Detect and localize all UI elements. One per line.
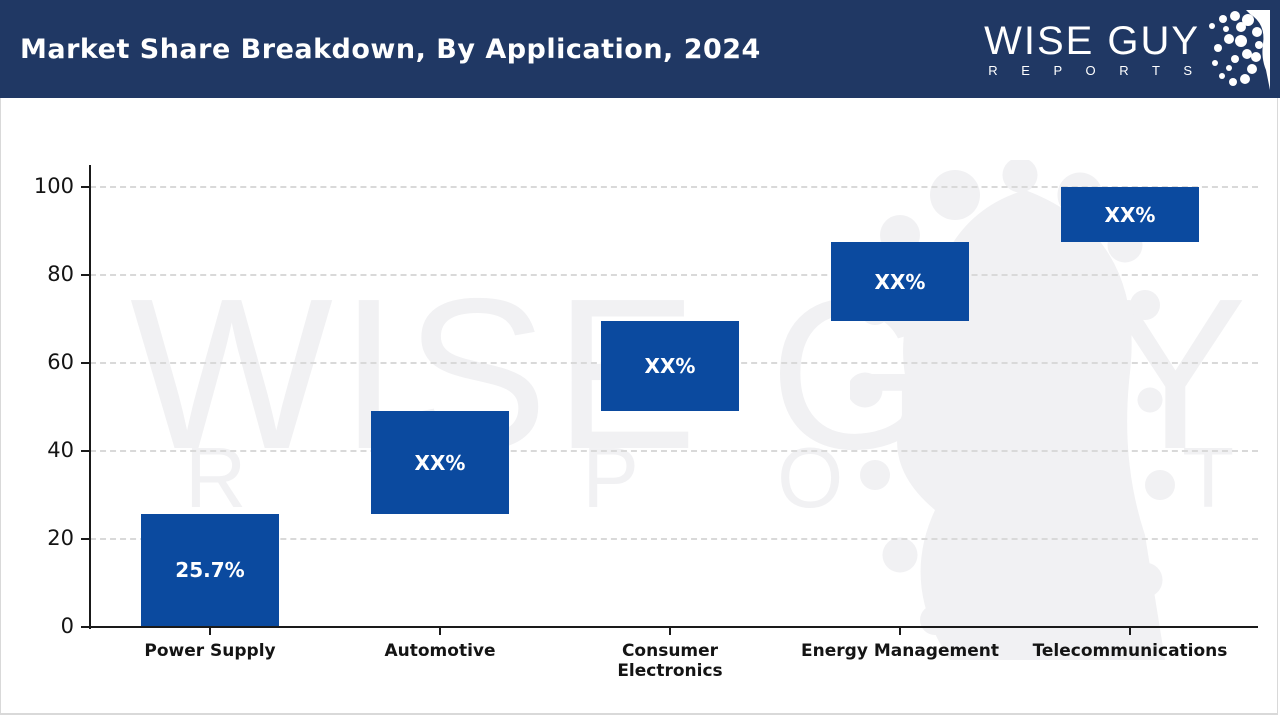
x-tick-mark-0 bbox=[209, 628, 211, 635]
logo-head-dots-icon bbox=[1209, 10, 1270, 90]
bar-telecommunications: XX% bbox=[1061, 187, 1199, 242]
header-band: Market Share Breakdown, By Application, … bbox=[0, 0, 1280, 98]
bar-consumer-electronics: XX% bbox=[601, 321, 739, 412]
x-category-label-automotive: Automotive bbox=[310, 641, 570, 661]
x-category-label-line: Power Supply bbox=[144, 641, 276, 661]
bar-power-supply: 25.7% bbox=[141, 513, 279, 627]
x-tick-mark-1 bbox=[439, 628, 441, 635]
bar-energy-management: XX% bbox=[831, 242, 969, 322]
logo-wordmark-line2: R E P O R T S bbox=[988, 63, 1202, 78]
y-tick-mark-80 bbox=[81, 274, 89, 276]
gridline-100 bbox=[90, 186, 1258, 188]
y-tick-mark-0 bbox=[81, 626, 89, 628]
bar-value-label: XX% bbox=[414, 450, 466, 475]
logo-wordmark: WISE GUY R E P O R T S bbox=[982, 20, 1202, 80]
bar-value-label: XX% bbox=[874, 269, 926, 294]
y-tick-label-100: 100 bbox=[33, 174, 74, 198]
y-tick-label-80: 80 bbox=[47, 262, 74, 286]
gridline-20 bbox=[90, 538, 1258, 540]
bar-value-label: XX% bbox=[1104, 202, 1156, 227]
x-category-label-line: Electronics bbox=[617, 661, 723, 681]
x-category-label-consumer-electronics: Consumer Electronics bbox=[540, 641, 800, 681]
y-tick-label-0: 0 bbox=[60, 614, 74, 638]
y-tick-label-40: 40 bbox=[47, 438, 74, 462]
x-category-label-line: Automotive bbox=[384, 641, 496, 661]
y-tick-mark-40 bbox=[81, 450, 89, 452]
x-category-label-line: Telecommunications bbox=[1032, 641, 1228, 661]
x-tick-mark-3 bbox=[899, 628, 901, 635]
bar-value-label: XX% bbox=[644, 354, 696, 379]
x-category-label-telecommunications: Telecommunications bbox=[1000, 641, 1260, 661]
y-tick-mark-100 bbox=[81, 186, 89, 188]
wise-guy-reports-logo: WISE GUY R E P O R T S bbox=[982, 10, 1270, 90]
y-tick-mark-60 bbox=[81, 362, 89, 364]
y-tick-mark-20 bbox=[81, 538, 89, 540]
logo-wordmark-line1: WISE GUY bbox=[984, 19, 1201, 63]
bar-value-label: 25.7% bbox=[175, 558, 245, 583]
x-category-label-power-supply: Power Supply bbox=[80, 641, 340, 661]
x-category-label-line: Consumer bbox=[621, 641, 719, 661]
gridline-80 bbox=[90, 274, 1258, 276]
bar-automotive: XX% bbox=[371, 411, 509, 514]
x-tick-mark-2 bbox=[669, 628, 671, 635]
x-category-label-line: Energy Management bbox=[801, 641, 999, 661]
y-tick-label-60: 60 bbox=[47, 350, 74, 374]
x-axis-line bbox=[88, 626, 1258, 628]
x-category-label-energy-management: Energy Management bbox=[770, 641, 1030, 661]
gridline-40 bbox=[90, 450, 1258, 452]
x-tick-mark-4 bbox=[1129, 628, 1131, 635]
y-tick-label-20: 20 bbox=[47, 526, 74, 550]
page-title: Market Share Breakdown, By Application, … bbox=[20, 34, 761, 65]
y-axis-line bbox=[89, 165, 91, 629]
